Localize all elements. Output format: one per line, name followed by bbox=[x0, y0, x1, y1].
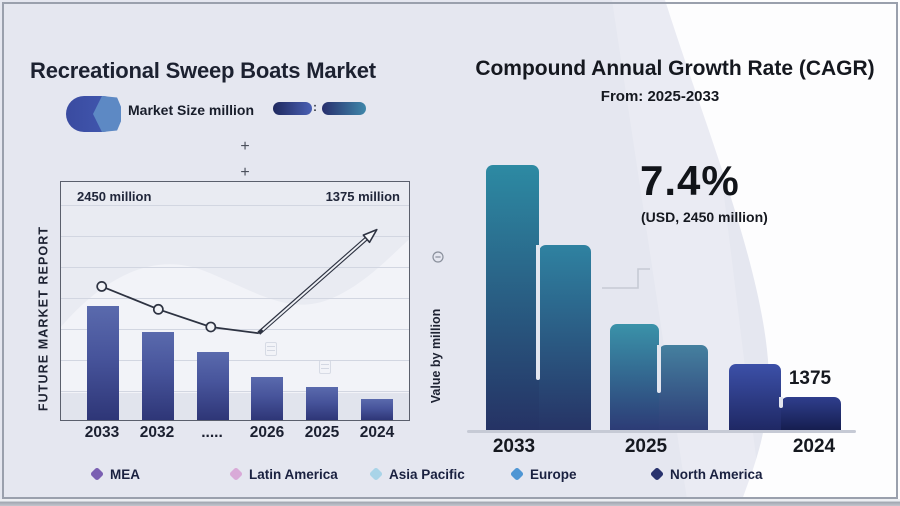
gradient-pill-left bbox=[273, 102, 312, 115]
bar-pair-slit bbox=[536, 245, 541, 380]
left-x-label-2024: 2024 bbox=[359, 424, 395, 441]
gridline bbox=[61, 236, 409, 237]
trend-line-and-arrow bbox=[96, 228, 378, 335]
bar-pair-slit bbox=[778, 397, 783, 408]
left-x-label-2025: 2025 bbox=[304, 424, 340, 441]
gridline bbox=[61, 205, 409, 206]
gradient-pill-right bbox=[322, 102, 366, 115]
left-y-axis-label: FUTURE MARKET REPORT bbox=[36, 225, 51, 412]
legend-label: Europe bbox=[530, 467, 577, 482]
pill-separator: : bbox=[313, 100, 317, 114]
annotation-1375-million: 1375 million bbox=[325, 189, 400, 204]
legend-label: North America bbox=[670, 467, 763, 482]
left-x-label-.....: ..... bbox=[201, 424, 223, 441]
right-x-label-2033: 2033 bbox=[492, 436, 536, 457]
left-chart-title: Recreational Sweep Boats Market bbox=[30, 58, 376, 83]
cagr-bar-2033-pair-end bbox=[538, 245, 591, 432]
light-wedge-shape bbox=[612, 0, 762, 506]
gridline bbox=[61, 391, 409, 392]
right-x-label-2025: 2025 bbox=[624, 436, 668, 457]
market-size-bar-2033 bbox=[87, 306, 119, 420]
market-size-bar-..... bbox=[197, 352, 229, 420]
cagr-bar-2033-pair-start bbox=[486, 165, 539, 432]
bar-pair-slit bbox=[656, 345, 661, 393]
gridline bbox=[61, 360, 409, 361]
cagr-caption: (USD, 2450 million) bbox=[641, 209, 768, 225]
market-size-chart: 2450 million 1375 million bbox=[60, 181, 410, 421]
left-x-label-2032: 2032 bbox=[139, 424, 175, 441]
white-swoosh-shape bbox=[665, 0, 900, 506]
plus-icon: + bbox=[240, 138, 250, 155]
right-chart-title: Compound Annual Growth Rate (CAGR) bbox=[475, 57, 875, 80]
cagr-bar-2024-pair-end bbox=[781, 397, 841, 432]
right-y-axis-label: Value by million bbox=[429, 308, 443, 404]
minus-circle-icon bbox=[432, 251, 444, 263]
gridline bbox=[61, 298, 409, 299]
gridline bbox=[61, 267, 409, 268]
annotation-2450-million: 2450 million bbox=[77, 189, 152, 204]
right-chart-subtitle: From: 2025-2033 bbox=[600, 88, 720, 105]
plus-icon: + bbox=[240, 164, 250, 181]
table-watermark-icon bbox=[265, 342, 277, 356]
market-size-logo-icon bbox=[66, 96, 121, 132]
right-x-label-2024: 2024 bbox=[792, 436, 836, 457]
legend-label: Asia Pacific bbox=[389, 467, 465, 482]
market-size-bar-2025 bbox=[306, 387, 338, 420]
annotation-1375: 1375 bbox=[788, 368, 832, 389]
table-watermark-icon bbox=[319, 360, 331, 374]
cagr-value: 7.4% bbox=[640, 157, 740, 204]
cagr-bar-2025-pair-start bbox=[610, 324, 659, 432]
right-x-axis-line bbox=[467, 430, 856, 433]
market-size-bar-2032 bbox=[142, 332, 174, 420]
market-size-bar-2024 bbox=[361, 399, 393, 420]
cagr-bar-2025-pair-end bbox=[659, 345, 708, 432]
market-size-label: Market Size million bbox=[128, 102, 255, 118]
left-x-label-2026: 2026 bbox=[249, 424, 285, 441]
legend-label: Latin America bbox=[249, 467, 338, 482]
market-size-bar-2026 bbox=[251, 377, 283, 420]
legend-label: MEA bbox=[110, 467, 140, 482]
plot-bottom-band bbox=[61, 393, 409, 420]
left-x-label-2033: 2033 bbox=[84, 424, 120, 441]
bottom-edge-strip bbox=[0, 499, 900, 506]
cagr-bar-2024-pair-start bbox=[729, 364, 781, 432]
